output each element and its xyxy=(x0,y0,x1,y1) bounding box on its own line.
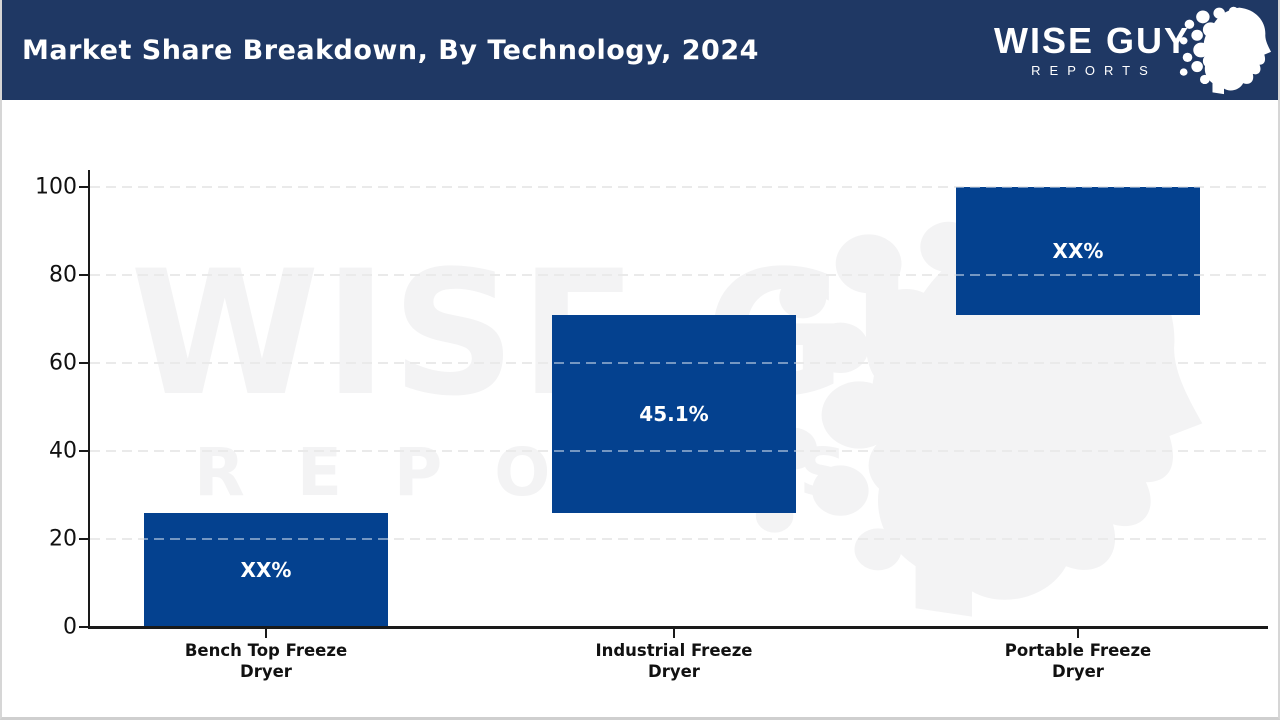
y-axis-tick xyxy=(79,538,88,540)
bar-value-label: XX% xyxy=(1052,239,1104,264)
logo-text: WISE GUY REPORTS xyxy=(993,19,1190,78)
bar-2 xyxy=(552,315,796,514)
page-title: Market Share Breakdown, By Technology, 2… xyxy=(22,34,759,66)
bar-3 xyxy=(956,187,1200,316)
category-label-line: Bench Top Freeze xyxy=(184,641,348,660)
bar-value-label: 45.1% xyxy=(639,402,709,427)
category-label-line: Dryer xyxy=(1052,661,1104,681)
gridline-overlay xyxy=(90,538,1266,540)
y-tick-label: 100 xyxy=(35,174,77,200)
x-axis-tick xyxy=(673,629,675,638)
logo-wordmark: WISE GUY xyxy=(993,19,1190,61)
y-axis-tick xyxy=(79,274,88,276)
gridline-overlay xyxy=(90,186,1266,188)
category-label: Portable Freeze Dryer xyxy=(958,641,1198,682)
y-axis-tick xyxy=(79,362,88,364)
y-axis-line xyxy=(88,170,90,629)
x-axis-tick xyxy=(265,629,267,638)
gridline xyxy=(90,538,1266,540)
bar-1 xyxy=(144,513,388,627)
dotted-head-profile-icon xyxy=(1179,6,1272,95)
category-label-line: Dryer xyxy=(240,661,292,681)
y-tick-label: 80 xyxy=(49,262,77,288)
y-tick-label: 60 xyxy=(49,350,77,376)
x-axis-line xyxy=(88,626,1268,629)
logo-subtext: REPORTS xyxy=(1031,62,1157,78)
y-axis-tick xyxy=(79,450,88,452)
y-axis-tick xyxy=(79,626,88,628)
category-label-line: Dryer xyxy=(648,661,700,681)
gridline xyxy=(90,274,1266,276)
x-axis-tick xyxy=(1077,629,1079,638)
bar-value-label: XX% xyxy=(240,558,292,583)
category-label-line: Portable Freeze xyxy=(1004,641,1152,660)
category-label-line: Industrial Freeze xyxy=(595,641,753,660)
gridline-overlay xyxy=(90,274,1266,276)
y-tick-label: 40 xyxy=(49,438,77,464)
y-axis-tick xyxy=(79,186,88,188)
gridline-overlay xyxy=(90,450,1266,452)
category-label: Bench Top Freeze Dryer xyxy=(146,641,386,682)
header-band: Market Share Breakdown, By Technology, 2… xyxy=(2,0,1278,100)
y-tick-label: 0 xyxy=(63,614,77,640)
category-label: Industrial Freeze Dryer xyxy=(554,641,794,682)
wise-guy-reports-logo: WISE GUY REPORTS xyxy=(993,4,1278,96)
gridline-overlay xyxy=(90,362,1266,364)
y-tick-label: 20 xyxy=(49,526,77,552)
gridline xyxy=(90,186,1266,188)
